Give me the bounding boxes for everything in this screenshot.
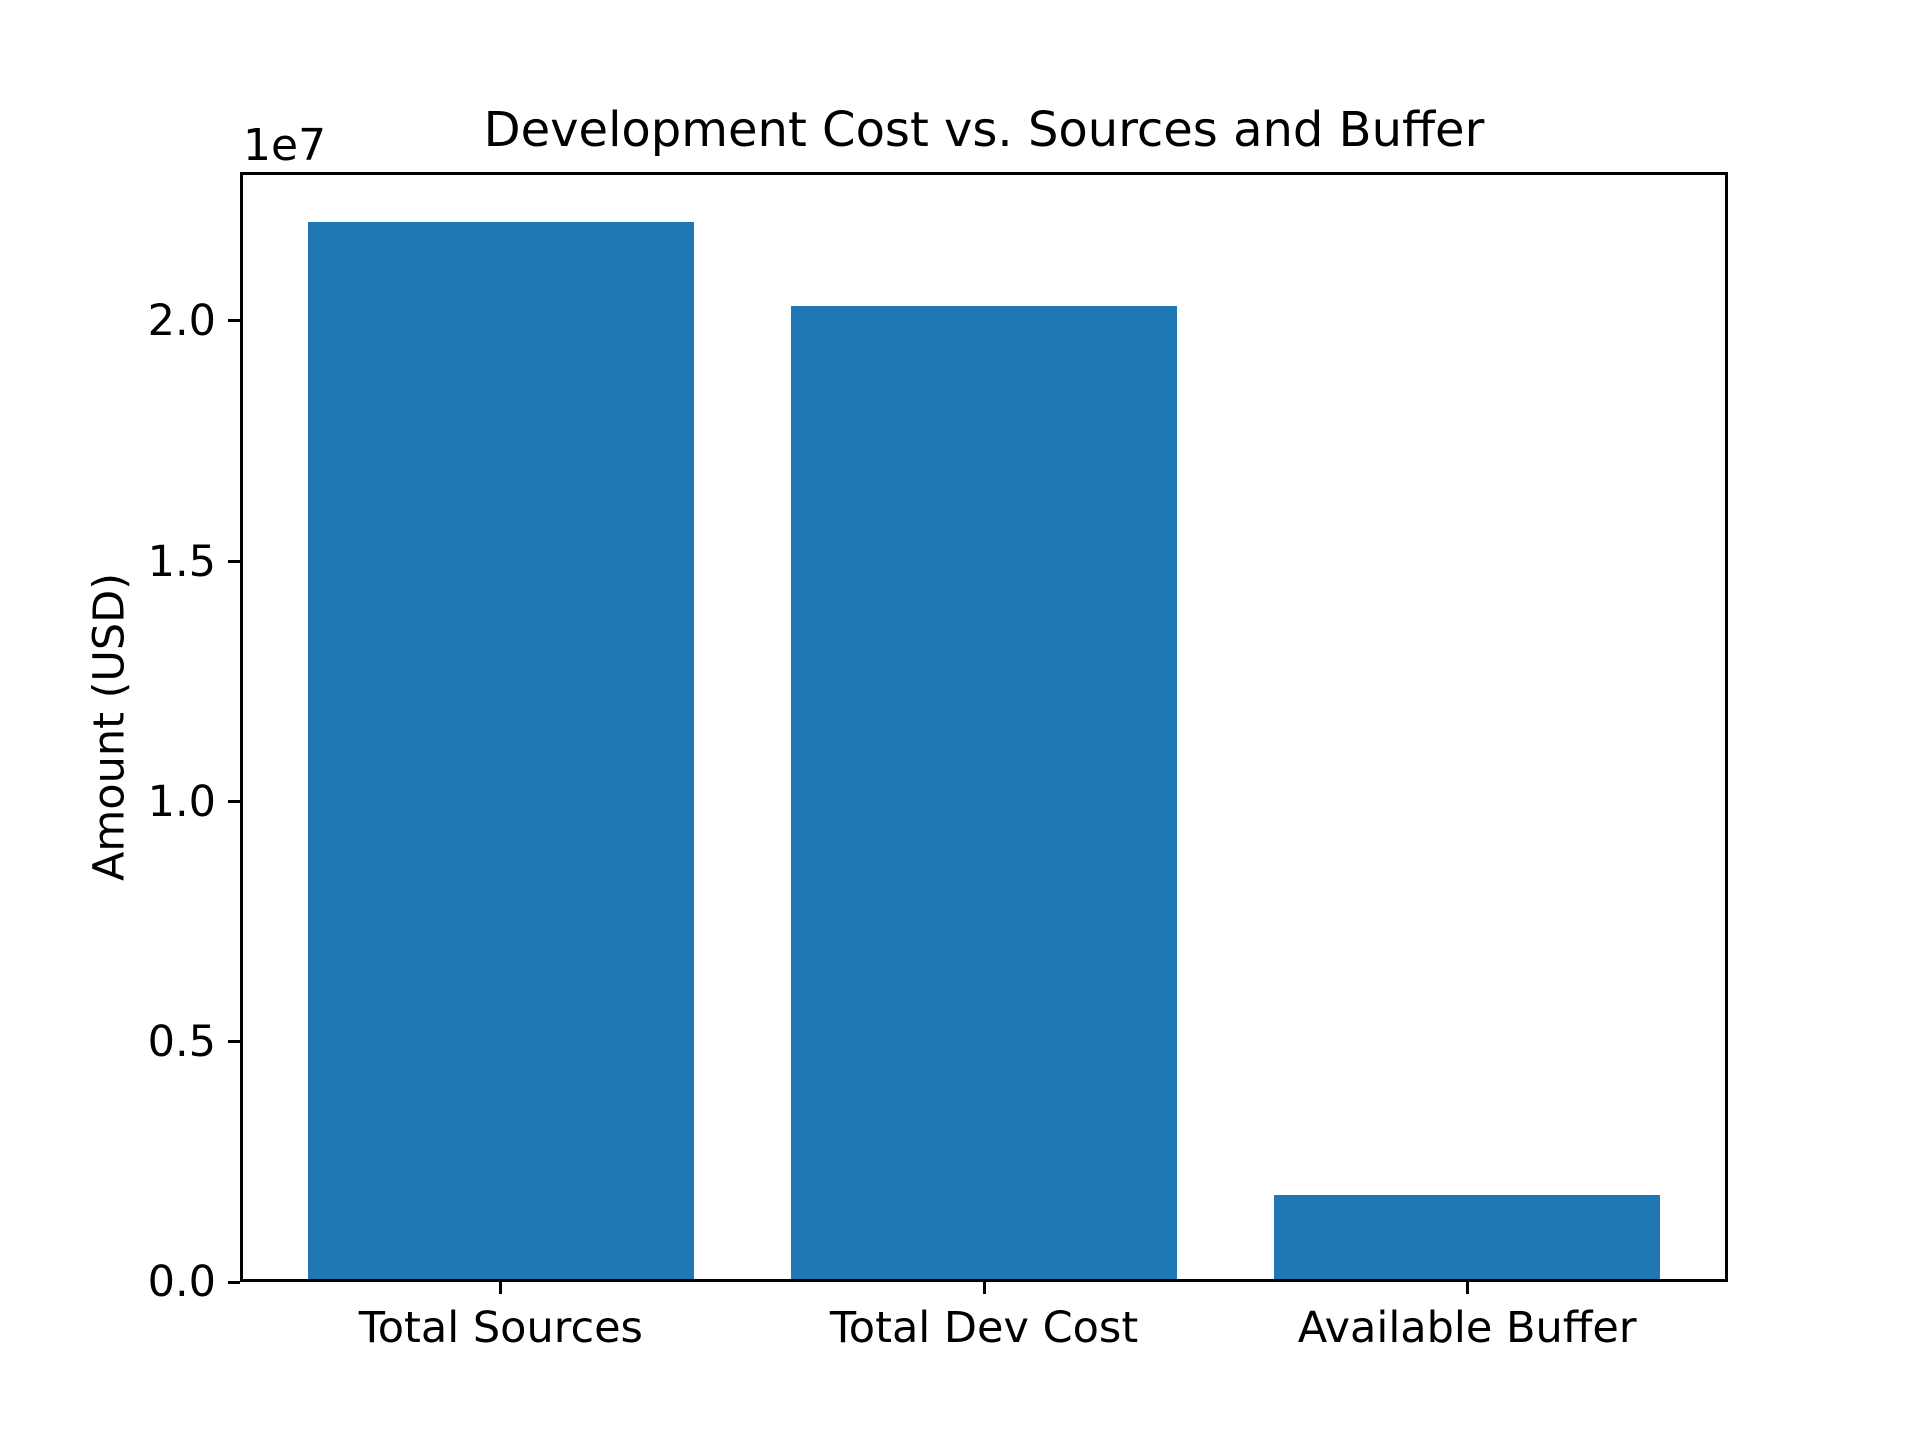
y-tick-label: 1.5 <box>147 536 216 587</box>
bar-available-buffer <box>1273 1194 1661 1279</box>
chart-title: Development Cost vs. Sources and Buffer <box>483 102 1485 158</box>
y-tick-label: 2.0 <box>147 296 216 347</box>
y-tick-mark <box>228 799 240 803</box>
x-tick-mark <box>982 1282 986 1294</box>
x-tick-label-total-dev-cost: Total Dev Cost <box>829 1303 1139 1353</box>
y-tick-label: 0.5 <box>147 1017 216 1068</box>
y-tick-mark <box>228 559 240 563</box>
x-tick-label-available-buffer: Available Buffer <box>1297 1303 1637 1353</box>
y-tick-label: 0.0 <box>147 1257 216 1308</box>
y-tick-label: 1.0 <box>147 776 216 827</box>
y-axis-label: Amount (USD) <box>84 572 135 882</box>
y-axis-offset-text: 1e7 <box>243 120 327 171</box>
y-tick-mark <box>228 1280 240 1284</box>
bar-total-sources <box>307 221 695 1279</box>
y-tick-mark <box>228 1040 240 1044</box>
y-tick-mark <box>228 319 240 323</box>
x-tick-mark <box>499 1282 503 1294</box>
x-tick-label-total-sources: Total Sources <box>358 1303 643 1353</box>
bar-total-dev-cost <box>790 305 1178 1279</box>
x-tick-mark <box>1465 1282 1469 1294</box>
